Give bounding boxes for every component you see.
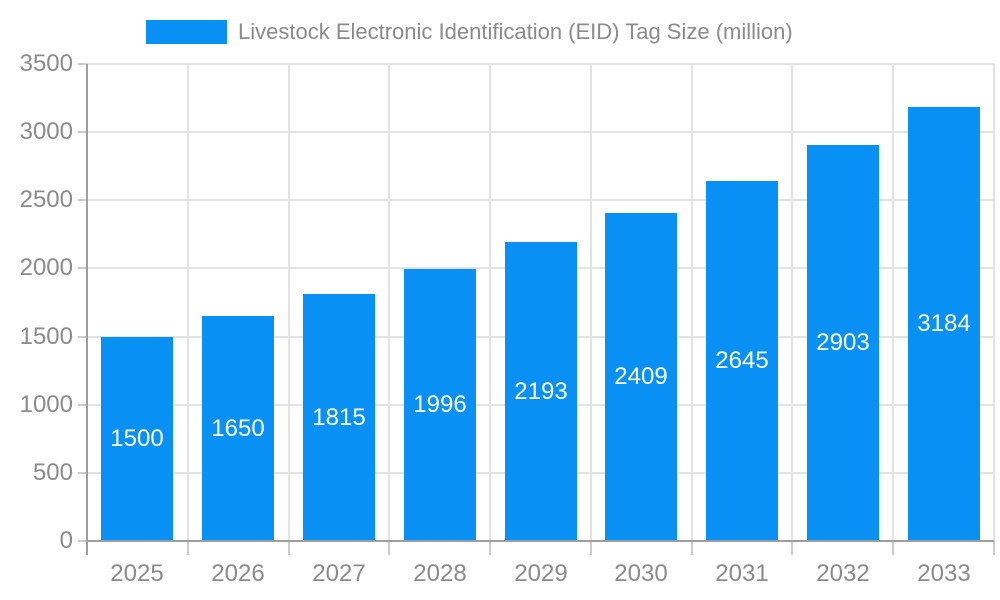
y-axis-tick: [78, 404, 87, 406]
bar-value-label: 2903: [816, 329, 870, 356]
bar-value-label: 1815: [312, 404, 366, 431]
x-axis-tick: [590, 541, 592, 555]
y-axis-tick-label: 2500: [19, 186, 73, 213]
y-axis-tick-label: 500: [32, 459, 73, 486]
x-axis-tick: [489, 541, 491, 555]
bar-value-label: 2193: [514, 378, 568, 405]
bar-2029[interactable]: 2193: [505, 242, 577, 541]
x-axis-tick: [892, 541, 894, 555]
y-axis-tick-label: 1500: [19, 323, 73, 350]
x-gridline: [489, 64, 491, 541]
x-gridline: [388, 64, 390, 541]
x-gridline: [993, 64, 995, 541]
y-axis-tick: [78, 267, 87, 269]
y-axis-tick: [78, 131, 87, 133]
bar-value-label: 2645: [715, 347, 769, 374]
x-axis-label-2031: 2031: [715, 560, 769, 587]
x-axis-label-2028: 2028: [413, 560, 467, 587]
x-axis-label-2025: 2025: [110, 560, 164, 587]
x-axis-label-2032: 2032: [816, 560, 870, 587]
y-axis-tick-label: 2000: [19, 254, 73, 281]
x-axis-tick: [288, 541, 290, 555]
y-axis-tick: [78, 472, 87, 474]
y-axis-line: [86, 64, 88, 555]
x-gridline: [187, 64, 189, 541]
bar-2026[interactable]: 1650: [202, 316, 274, 541]
y-axis-tick: [78, 540, 87, 542]
bar-value-label: 1500: [110, 425, 164, 452]
y-axis-tick: [78, 199, 87, 201]
y-gridline: [87, 63, 994, 65]
x-axis-label-2030: 2030: [614, 560, 668, 587]
y-axis-tick-label: 3000: [19, 118, 73, 145]
x-gridline: [691, 64, 693, 541]
x-axis-tick: [993, 541, 995, 555]
x-axis-label-2033: 2033: [917, 560, 971, 587]
bar-2032[interactable]: 2903: [807, 145, 879, 541]
x-axis-label-2027: 2027: [312, 560, 366, 587]
bar-2030[interactable]: 2409: [605, 213, 677, 541]
legend-label: Livestock Electronic Identification (EID…: [238, 19, 793, 44]
x-axis-tick: [791, 541, 793, 555]
x-gridline: [288, 64, 290, 541]
bar-value-label: 1996: [413, 391, 467, 418]
y-axis-tick-label: 3500: [19, 50, 73, 77]
bar-2028[interactable]: 1996: [404, 269, 476, 541]
x-gridline: [791, 64, 793, 541]
bar-value-label: 1650: [211, 415, 265, 442]
x-axis-tick: [388, 541, 390, 555]
y-axis-tick-label: 0: [59, 527, 73, 554]
x-axis-tick: [187, 541, 189, 555]
bar-2027[interactable]: 1815: [303, 294, 375, 541]
bar-value-label: 2409: [614, 363, 668, 390]
x-axis-line: [87, 540, 994, 542]
x-axis-tick: [691, 541, 693, 555]
bar-2031[interactable]: 2645: [706, 181, 778, 541]
bar-value-label: 3184: [917, 310, 971, 337]
x-gridline: [892, 64, 894, 541]
chart-legend-item[interactable]: Livestock Electronic Identification (EID…: [146, 20, 793, 44]
y-gridline: [87, 199, 994, 201]
y-axis-tick-label: 1000: [19, 391, 73, 418]
bar-2033[interactable]: 3184: [908, 107, 980, 541]
x-axis-label-2026: 2026: [211, 560, 265, 587]
y-axis-tick: [78, 63, 87, 65]
bar-2025[interactable]: 1500: [101, 337, 173, 541]
y-axis-tick: [78, 336, 87, 338]
legend-swatch: [146, 20, 227, 44]
x-axis-label-2029: 2029: [514, 560, 568, 587]
y-gridline: [87, 131, 994, 133]
x-gridline: [590, 64, 592, 541]
